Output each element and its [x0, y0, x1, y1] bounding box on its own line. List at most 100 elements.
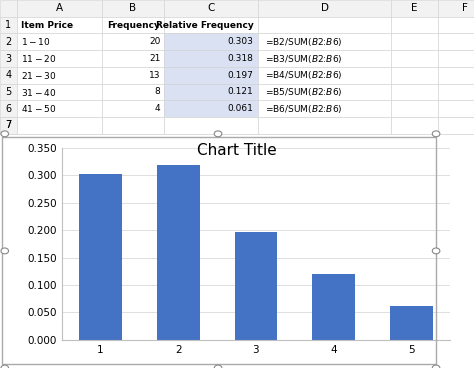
Text: 0.121: 0.121 — [228, 88, 254, 96]
FancyBboxPatch shape — [164, 50, 258, 67]
FancyBboxPatch shape — [391, 67, 438, 84]
FancyBboxPatch shape — [17, 17, 102, 33]
FancyBboxPatch shape — [17, 0, 102, 17]
FancyBboxPatch shape — [17, 33, 102, 50]
FancyBboxPatch shape — [17, 117, 102, 134]
FancyBboxPatch shape — [391, 117, 438, 134]
FancyBboxPatch shape — [438, 17, 474, 33]
FancyBboxPatch shape — [164, 117, 258, 134]
FancyBboxPatch shape — [0, 33, 17, 50]
FancyBboxPatch shape — [438, 84, 474, 100]
FancyBboxPatch shape — [17, 84, 102, 100]
FancyBboxPatch shape — [438, 117, 474, 134]
FancyBboxPatch shape — [391, 0, 438, 17]
FancyBboxPatch shape — [0, 117, 17, 134]
FancyBboxPatch shape — [0, 0, 17, 17]
Text: $41 - $50: $41 - $50 — [21, 103, 56, 114]
FancyBboxPatch shape — [438, 0, 474, 17]
Text: Relative Frequency: Relative Frequency — [156, 21, 254, 29]
Text: 3: 3 — [5, 54, 11, 64]
Text: 6: 6 — [5, 104, 11, 114]
Text: 7: 7 — [5, 120, 11, 130]
Text: 0.197: 0.197 — [228, 71, 254, 80]
FancyBboxPatch shape — [438, 33, 474, 50]
Text: C: C — [207, 3, 215, 13]
Text: $11 - $20: $11 - $20 — [21, 53, 56, 64]
Text: 0.318: 0.318 — [228, 54, 254, 63]
FancyBboxPatch shape — [17, 117, 102, 134]
FancyBboxPatch shape — [164, 0, 258, 17]
Text: 7: 7 — [5, 120, 11, 130]
FancyBboxPatch shape — [0, 50, 17, 67]
FancyBboxPatch shape — [164, 84, 258, 100]
FancyBboxPatch shape — [258, 67, 391, 84]
FancyBboxPatch shape — [258, 17, 391, 33]
Text: =B2/SUM($B$2:$B$6): =B2/SUM($B$2:$B$6) — [265, 36, 343, 48]
FancyBboxPatch shape — [438, 117, 474, 134]
FancyBboxPatch shape — [391, 17, 438, 33]
FancyBboxPatch shape — [438, 50, 474, 67]
FancyBboxPatch shape — [391, 33, 438, 50]
FancyBboxPatch shape — [164, 117, 258, 134]
FancyBboxPatch shape — [391, 50, 438, 67]
Text: 21: 21 — [149, 54, 160, 63]
Bar — [312, 273, 355, 340]
Bar — [235, 232, 277, 340]
Text: 1: 1 — [5, 20, 11, 30]
Text: =B4/SUM($B$2:$B$6): =B4/SUM($B$2:$B$6) — [265, 69, 343, 81]
Text: 20: 20 — [149, 37, 160, 46]
Text: =B3/SUM($B$2:$B$6): =B3/SUM($B$2:$B$6) — [265, 53, 343, 64]
Text: D: D — [321, 3, 328, 13]
Text: B: B — [129, 3, 137, 13]
Text: F: F — [462, 3, 467, 13]
FancyBboxPatch shape — [164, 100, 258, 117]
Text: $21 - $30: $21 - $30 — [21, 70, 56, 81]
Text: E: E — [411, 3, 418, 13]
FancyBboxPatch shape — [0, 100, 17, 117]
Text: 5: 5 — [5, 87, 11, 97]
FancyBboxPatch shape — [102, 0, 164, 17]
FancyBboxPatch shape — [258, 84, 391, 100]
FancyBboxPatch shape — [102, 84, 164, 100]
FancyBboxPatch shape — [391, 117, 438, 134]
FancyBboxPatch shape — [102, 33, 164, 50]
Bar — [157, 166, 200, 340]
FancyBboxPatch shape — [102, 67, 164, 84]
Text: $1 - $10: $1 - $10 — [21, 36, 50, 47]
FancyBboxPatch shape — [102, 117, 164, 134]
Text: 2: 2 — [5, 37, 11, 47]
FancyBboxPatch shape — [17, 67, 102, 84]
FancyBboxPatch shape — [0, 67, 17, 84]
Bar — [390, 307, 433, 340]
FancyBboxPatch shape — [17, 50, 102, 67]
FancyBboxPatch shape — [258, 100, 391, 117]
FancyBboxPatch shape — [438, 100, 474, 117]
FancyBboxPatch shape — [102, 117, 164, 134]
FancyBboxPatch shape — [0, 117, 17, 134]
FancyBboxPatch shape — [102, 100, 164, 117]
Text: Frequency: Frequency — [108, 21, 160, 29]
Text: =B5/SUM($B$2:$B$6): =B5/SUM($B$2:$B$6) — [265, 86, 343, 98]
Text: 4: 4 — [5, 70, 11, 80]
FancyBboxPatch shape — [391, 84, 438, 100]
FancyBboxPatch shape — [102, 50, 164, 67]
FancyBboxPatch shape — [164, 17, 258, 33]
Text: A: A — [55, 3, 63, 13]
FancyBboxPatch shape — [102, 17, 164, 33]
Text: 0.303: 0.303 — [228, 37, 254, 46]
Text: Chart Title: Chart Title — [197, 143, 277, 158]
FancyBboxPatch shape — [258, 117, 391, 134]
Text: Item Price: Item Price — [21, 21, 73, 29]
FancyBboxPatch shape — [258, 50, 391, 67]
Text: 0.061: 0.061 — [228, 104, 254, 113]
FancyBboxPatch shape — [438, 67, 474, 84]
FancyBboxPatch shape — [258, 0, 391, 17]
FancyBboxPatch shape — [164, 33, 258, 50]
FancyBboxPatch shape — [17, 100, 102, 117]
FancyBboxPatch shape — [0, 84, 17, 100]
Text: =B6/SUM($B$2:$B$6): =B6/SUM($B$2:$B$6) — [265, 103, 343, 115]
Text: 13: 13 — [149, 71, 160, 80]
Text: $31 - $40: $31 - $40 — [21, 86, 56, 98]
Text: 8: 8 — [155, 88, 160, 96]
FancyBboxPatch shape — [258, 117, 391, 134]
